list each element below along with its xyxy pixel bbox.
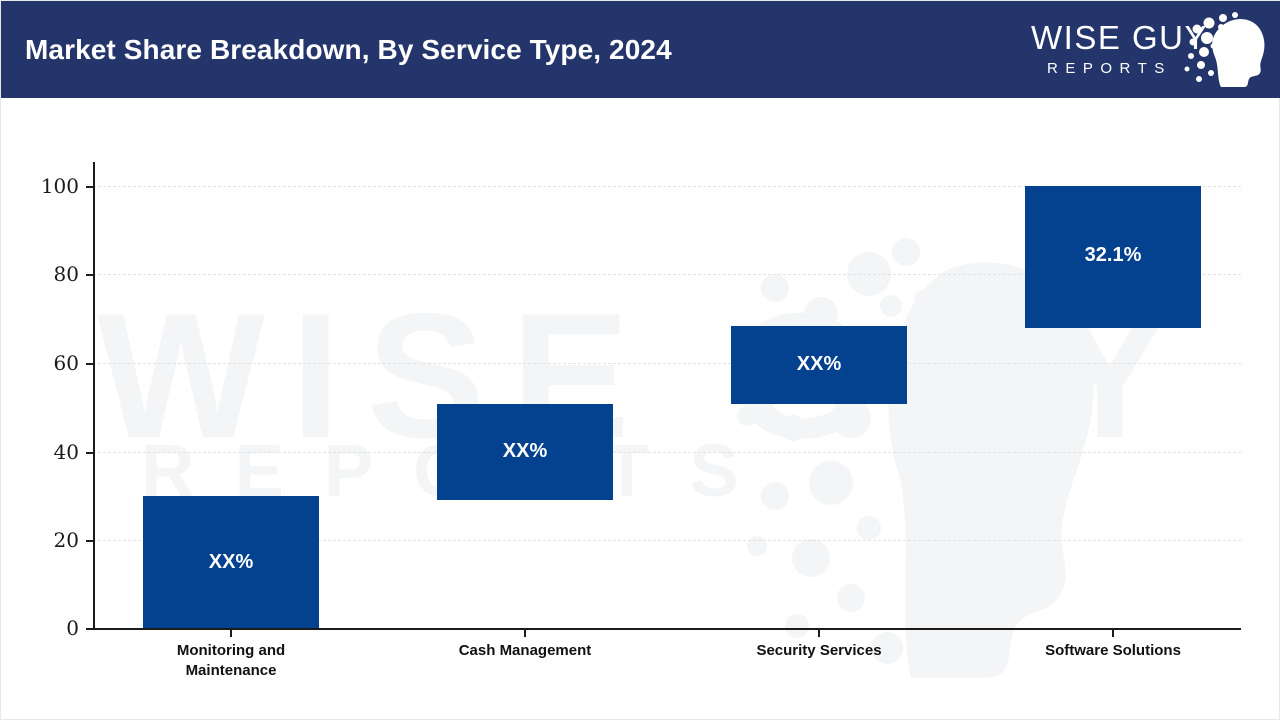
wise-guy-reports-logo: WISE GUY REPORTS (1021, 9, 1275, 91)
y-tick-label-60: 60 (53, 351, 79, 375)
y-tick-mark-60 (86, 363, 94, 365)
gridline-40 (93, 452, 1241, 453)
bar-software-solutions[interactable] (1025, 186, 1201, 328)
y-tick-label-80: 80 (53, 262, 79, 286)
svg-text:REPORTS: REPORTS (1047, 60, 1172, 77)
y-tick-label-0: 0 (66, 616, 79, 640)
x-tick-label-security-services: Security Services (719, 641, 919, 661)
y-tick-label-40: 40 (53, 440, 79, 464)
x-tick-label-line: Security Services (756, 642, 882, 659)
bar-label-cash-management: XX% (502, 440, 548, 462)
x-tick-label-cash-management: Cash Management (425, 641, 625, 661)
bar-monitoring-and-maintenance[interactable] (143, 496, 319, 628)
y-tick-mark-80 (86, 274, 94, 276)
bar-label-software-solutions: 32.1% (1084, 244, 1142, 266)
dotted-head-profile-icon (1184, 12, 1265, 87)
x-tick-label-line: Software Solutions (1045, 642, 1181, 659)
svg-text:WISE GUY: WISE GUY (1031, 19, 1208, 56)
x-tick-mark-software-solutions (1112, 630, 1114, 637)
chart-plot-area: WISE GUY REPORTS (1, 98, 1280, 721)
y-tick-label-20: 20 (53, 528, 79, 552)
x-tick-label-line: Maintenance (185, 662, 277, 679)
x-tick-label-line: Monitoring and (176, 642, 286, 659)
x-tick-mark-cash-management (524, 630, 526, 637)
bar-cash-management[interactable] (437, 404, 613, 500)
x-axis-spine (93, 628, 1241, 630)
y-tick-mark-20 (86, 540, 94, 542)
x-tick-mark-security-services (818, 630, 820, 637)
gridline-20 (93, 540, 1241, 541)
bar-security-services[interactable] (731, 326, 907, 404)
gridline-60 (93, 363, 1241, 364)
y-axis-spine (93, 162, 95, 630)
gridline-100 (93, 186, 1241, 187)
y-tick-mark-40 (86, 452, 94, 454)
logo-svg: WISE GUY REPORTS (1031, 12, 1265, 87)
y-tick-mark-0 (86, 628, 94, 630)
y-tick-mark-100 (86, 186, 94, 188)
bar-label-monitoring-and-maintenance: XX% (208, 551, 254, 573)
x-tick-label-software-solutions: Software Solutions (1013, 641, 1213, 661)
bar-label-security-services: XX% (796, 353, 842, 375)
x-tick-mark-monitoring-and-maintenance (230, 630, 232, 637)
page-header: Market Share Breakdown, By Service Type,… (1, 1, 1280, 98)
x-tick-label-line: Cash Management (458, 642, 592, 659)
y-tick-label-100: 100 (40, 174, 79, 198)
page-title: Market Share Breakdown, By Service Type,… (25, 34, 672, 65)
x-tick-label-monitoring-and-maintenance: Monitoring and Maintenance (131, 641, 331, 681)
gridline-80 (93, 274, 1241, 275)
